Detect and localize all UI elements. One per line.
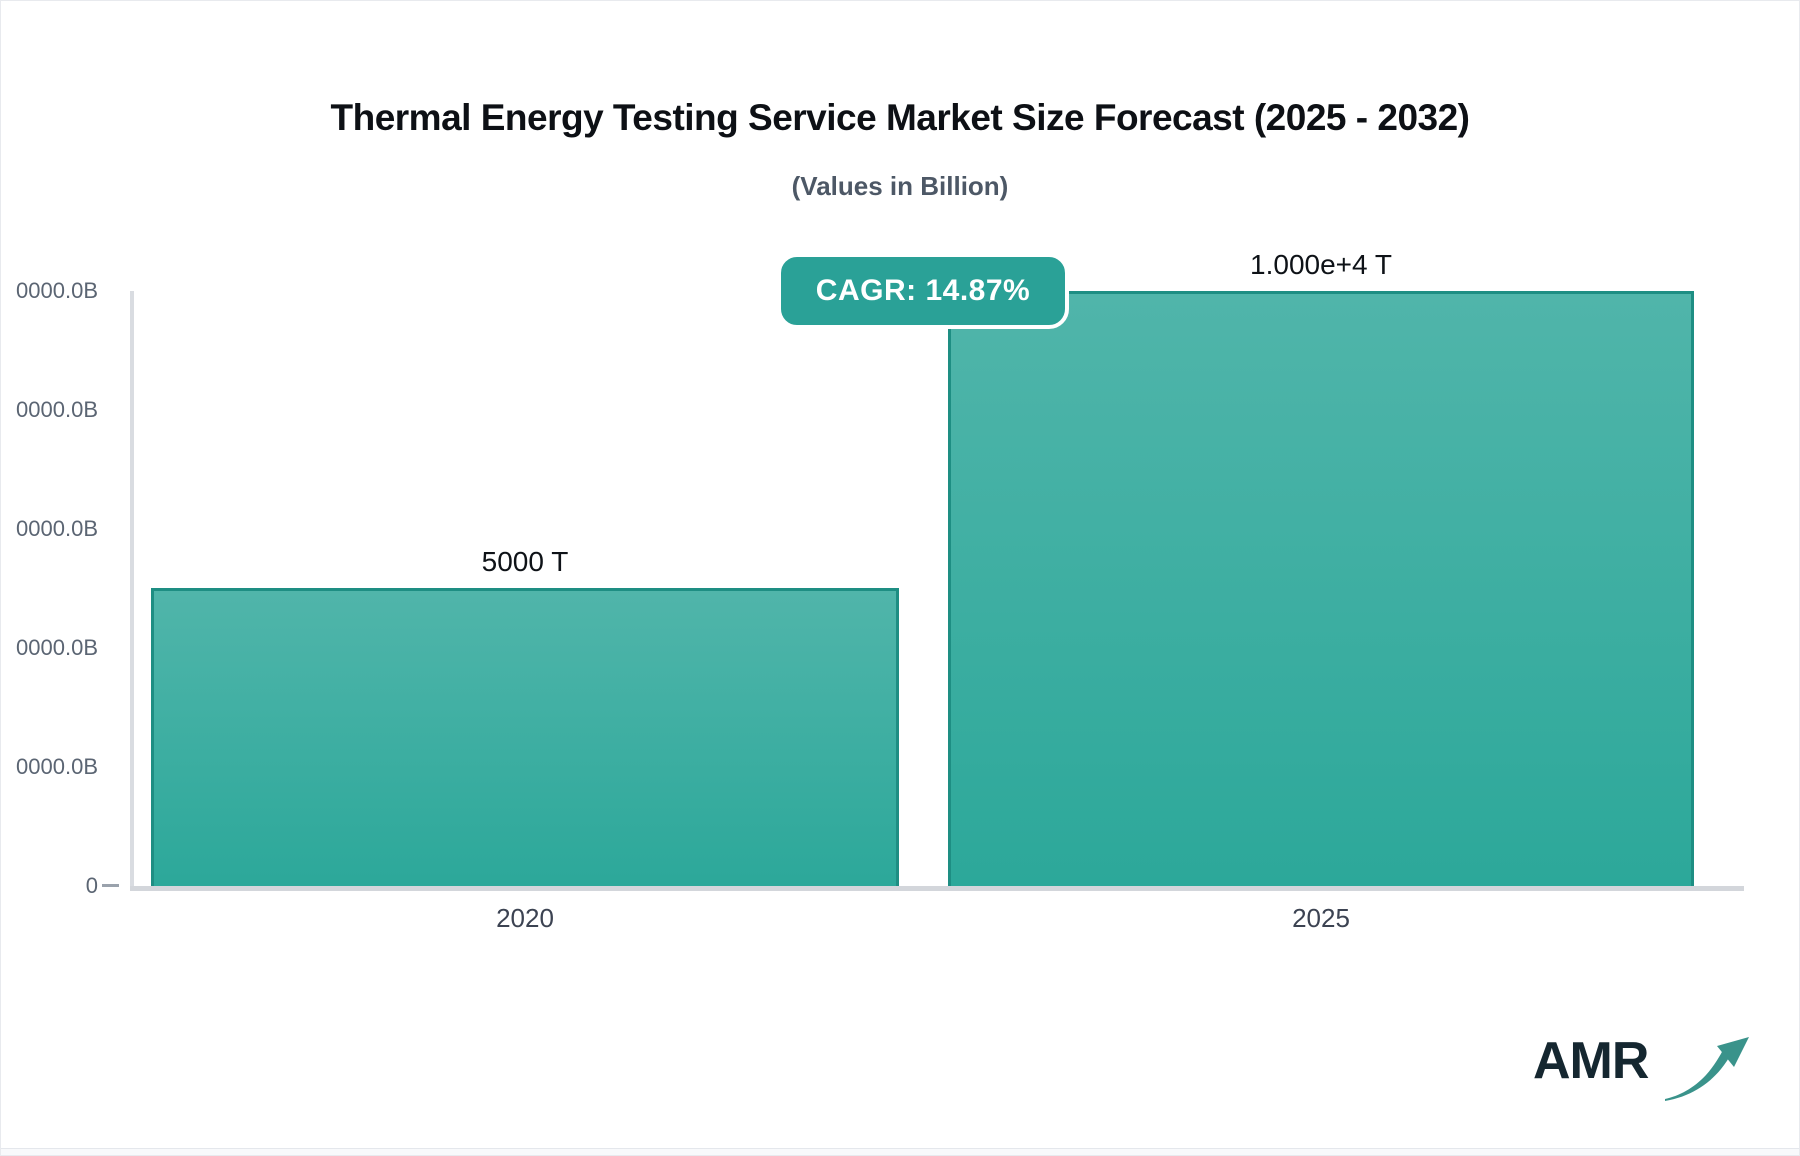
y-axis-tick-label: 0000.0B [16,278,98,303]
x-axis-line [130,886,1744,891]
amr-logo-text: AMR [1533,1032,1649,1090]
y-axis-tick-label: 0000.0B [16,516,98,541]
cagr-badge-label: CAGR: 14.87% [815,274,1031,307]
bar-value-label-2020: 5000 T [481,546,569,577]
y-axis-tick-label: 0 [85,873,98,898]
amr-logo: AMR [1533,1031,1749,1111]
y-axis-tick-label: 0000.0B [16,397,98,422]
x-axis-label-2020: 2020 [496,903,554,933]
y-axis-tick-label: 0000.0B [16,635,98,660]
bar-2020 [151,588,899,886]
x-axis-label-2025: 2025 [1292,903,1350,933]
y-axis-tick-label: 0000.0B [16,754,98,779]
y-axis-line [130,291,134,889]
chart-title: Thermal Energy Testing Service Market Si… [330,97,1471,138]
chart-subtitle: (Values in Billion) [791,171,1009,201]
bar-value-label-2025: 1.000e+4 T [1250,249,1392,280]
bar-2025 [948,291,1694,886]
card-bottom-edge [1,1148,1799,1155]
growth-arrow-icon [1665,1037,1749,1101]
cagr-badge: CAGR: 14.87% [777,253,1069,329]
zero-tick-dash [102,884,119,887]
